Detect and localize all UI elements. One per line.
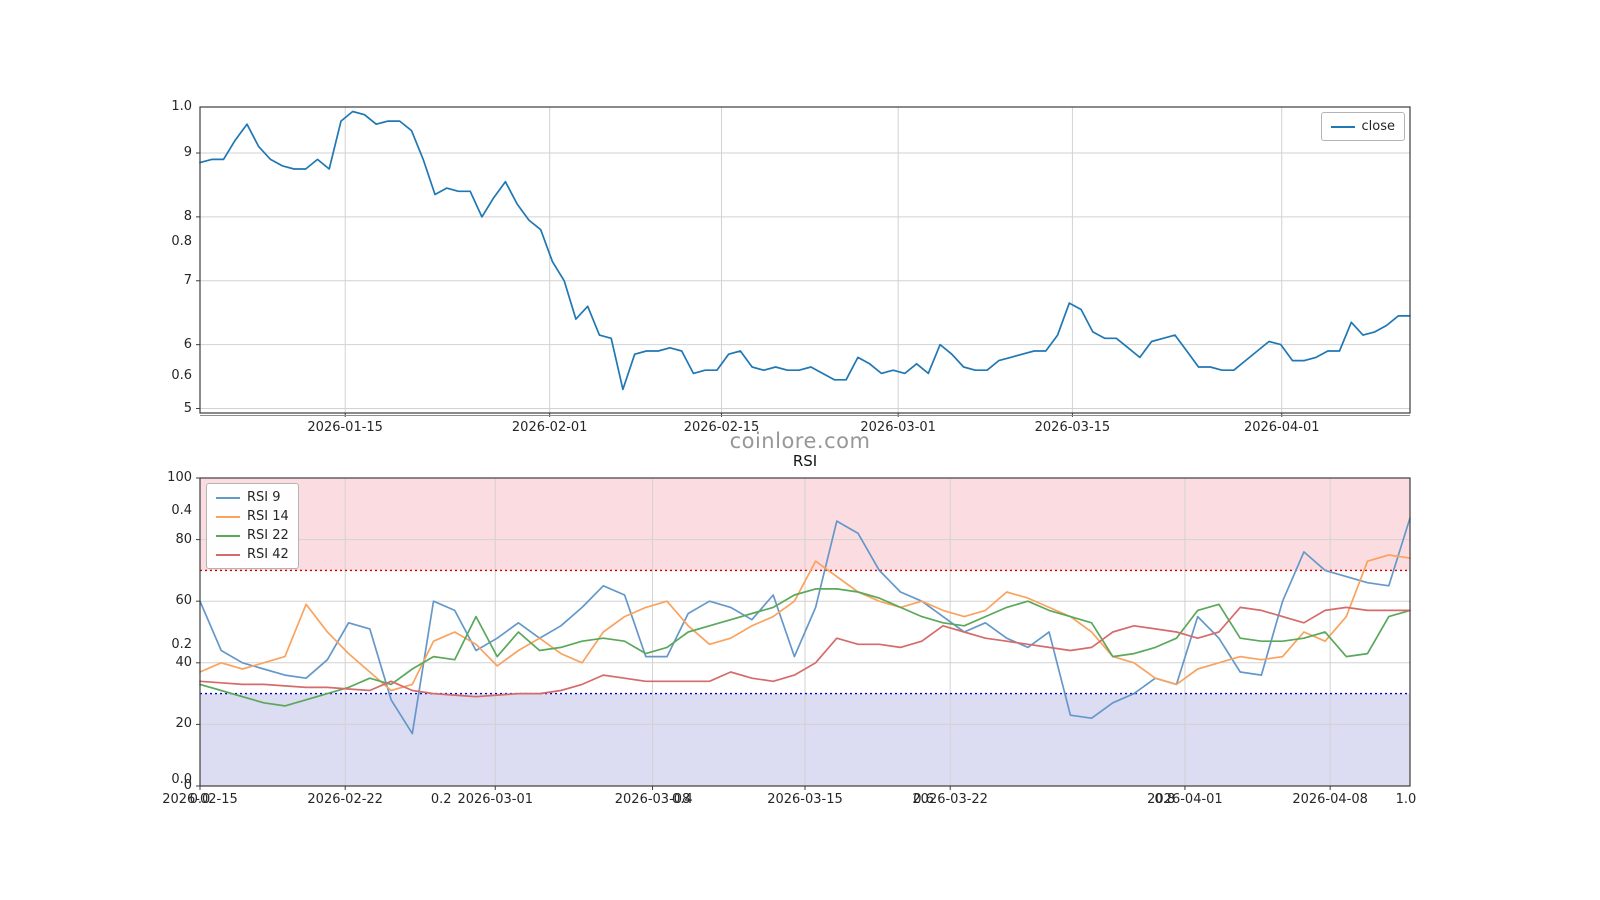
y-tick-label: 8	[183, 208, 192, 224]
legend-label: RSI 9	[247, 490, 281, 505]
legend-item: RSI 42	[216, 545, 289, 564]
legend-line-swatch	[216, 515, 240, 518]
legend-line-swatch	[216, 534, 240, 537]
overlay-y-tick-label: 0.8	[171, 233, 192, 249]
y-tick-label: 6	[183, 336, 192, 352]
legend-item: RSI 14	[216, 507, 289, 526]
overlay-x-tick-label: 0.8	[1154, 792, 1176, 807]
overlay-x-tick-label: 0.6	[913, 792, 934, 807]
x-tick-label: 2026-03-01	[457, 792, 534, 807]
overlay-x-tick-label: 0.4	[672, 792, 693, 807]
legend-label: RSI 42	[247, 547, 289, 562]
price-legend: close	[1320, 112, 1405, 141]
price-chart-svg	[196, 106, 1411, 417]
legend-item: RSI 9	[216, 488, 289, 507]
x-tick-label: 2026-03-15	[767, 792, 843, 807]
legend-label: RSI 22	[247, 528, 289, 543]
rsi-chart	[196, 477, 1411, 790]
y-tick-label: 9	[183, 144, 192, 160]
overlay-x-tick-label: 1.0	[1395, 792, 1417, 807]
legend-label: RSI 14	[247, 509, 289, 524]
legend-line-swatch	[216, 553, 240, 556]
overlay-y-tick-label: 0.2	[171, 637, 192, 653]
legend-item: RSI 22	[216, 526, 289, 545]
x-tick-label: 2026-04-08	[1292, 792, 1368, 807]
overlay-y-tick-label: 0.6	[171, 368, 192, 384]
x-tick-label: 2026-03-22	[912, 792, 988, 807]
rsi-chart-title: RSI	[792, 452, 818, 470]
y-tick-label: 7	[183, 272, 192, 288]
x-tick-label: 2026-04-01	[1147, 792, 1223, 807]
y-tick-label: 20	[175, 716, 192, 732]
y-tick-label: 100	[167, 470, 192, 485]
overlay-y-tick-label: 1.0	[171, 99, 192, 114]
legend-line-swatch	[216, 496, 240, 499]
y-tick-label: 60	[175, 593, 192, 609]
watermark: coinlore.com	[729, 429, 871, 453]
y-tick-label: 80	[175, 531, 192, 547]
x-tick-label: 2026-02-15	[162, 792, 238, 807]
overlay-x-tick-label: 0.0	[189, 792, 211, 807]
y-tick-label: 40	[175, 654, 192, 670]
axis-spine	[200, 415, 1410, 416]
rsi-legend: RSI 9 RSI 14 RSI 22 RSI 42	[206, 483, 299, 569]
overlay-x-tick-label: 0.2	[430, 792, 452, 807]
legend-line-swatch	[1330, 125, 1355, 128]
legend-label: close	[1361, 119, 1395, 134]
x-tick-label: 2026-03-08	[614, 792, 691, 807]
overlay-y-tick-label: 0.4	[171, 502, 192, 518]
y-tick-label: 5	[183, 400, 192, 416]
y-tick-label: 0	[183, 778, 192, 793]
legend-item: close	[1330, 117, 1395, 136]
price-chart	[196, 106, 1411, 417]
rsi-chart-svg	[196, 477, 1411, 790]
overlay-y-tick-label: 0.0	[171, 772, 192, 787]
x-tick-label: 2026-02-22	[307, 792, 383, 807]
